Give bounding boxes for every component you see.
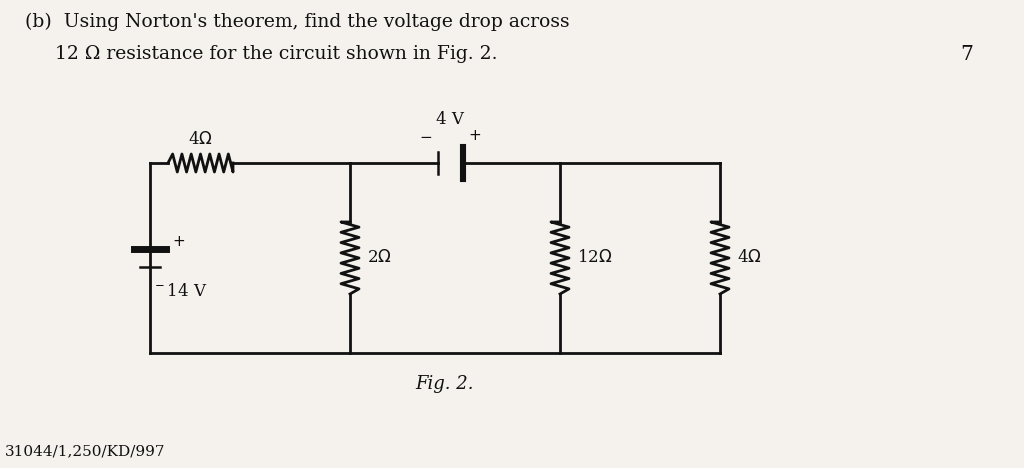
Text: 4$\Omega$: 4$\Omega$ — [188, 131, 213, 148]
Text: $+$: $+$ — [468, 129, 481, 143]
Text: 2$\Omega$: 2$\Omega$ — [367, 249, 392, 266]
Text: 7: 7 — [961, 45, 973, 64]
Text: (b)  Using Norton's theorem, find the voltage drop across: (b) Using Norton's theorem, find the vol… — [25, 13, 569, 31]
Text: $^-$14 V: $^-$14 V — [152, 283, 208, 300]
Text: $-$: $-$ — [420, 129, 432, 143]
Text: 12$\Omega$: 12$\Omega$ — [577, 249, 612, 266]
Text: 4$\Omega$: 4$\Omega$ — [737, 249, 762, 266]
Text: 12 Ω resistance for the circuit shown in Fig. 2.: 12 Ω resistance for the circuit shown in… — [55, 45, 498, 63]
Text: 31044/1,250/KD/997: 31044/1,250/KD/997 — [5, 444, 166, 458]
Text: 4 V: 4 V — [436, 111, 464, 128]
Text: Fig. 2.: Fig. 2. — [416, 375, 474, 393]
Text: $+$: $+$ — [172, 235, 185, 249]
